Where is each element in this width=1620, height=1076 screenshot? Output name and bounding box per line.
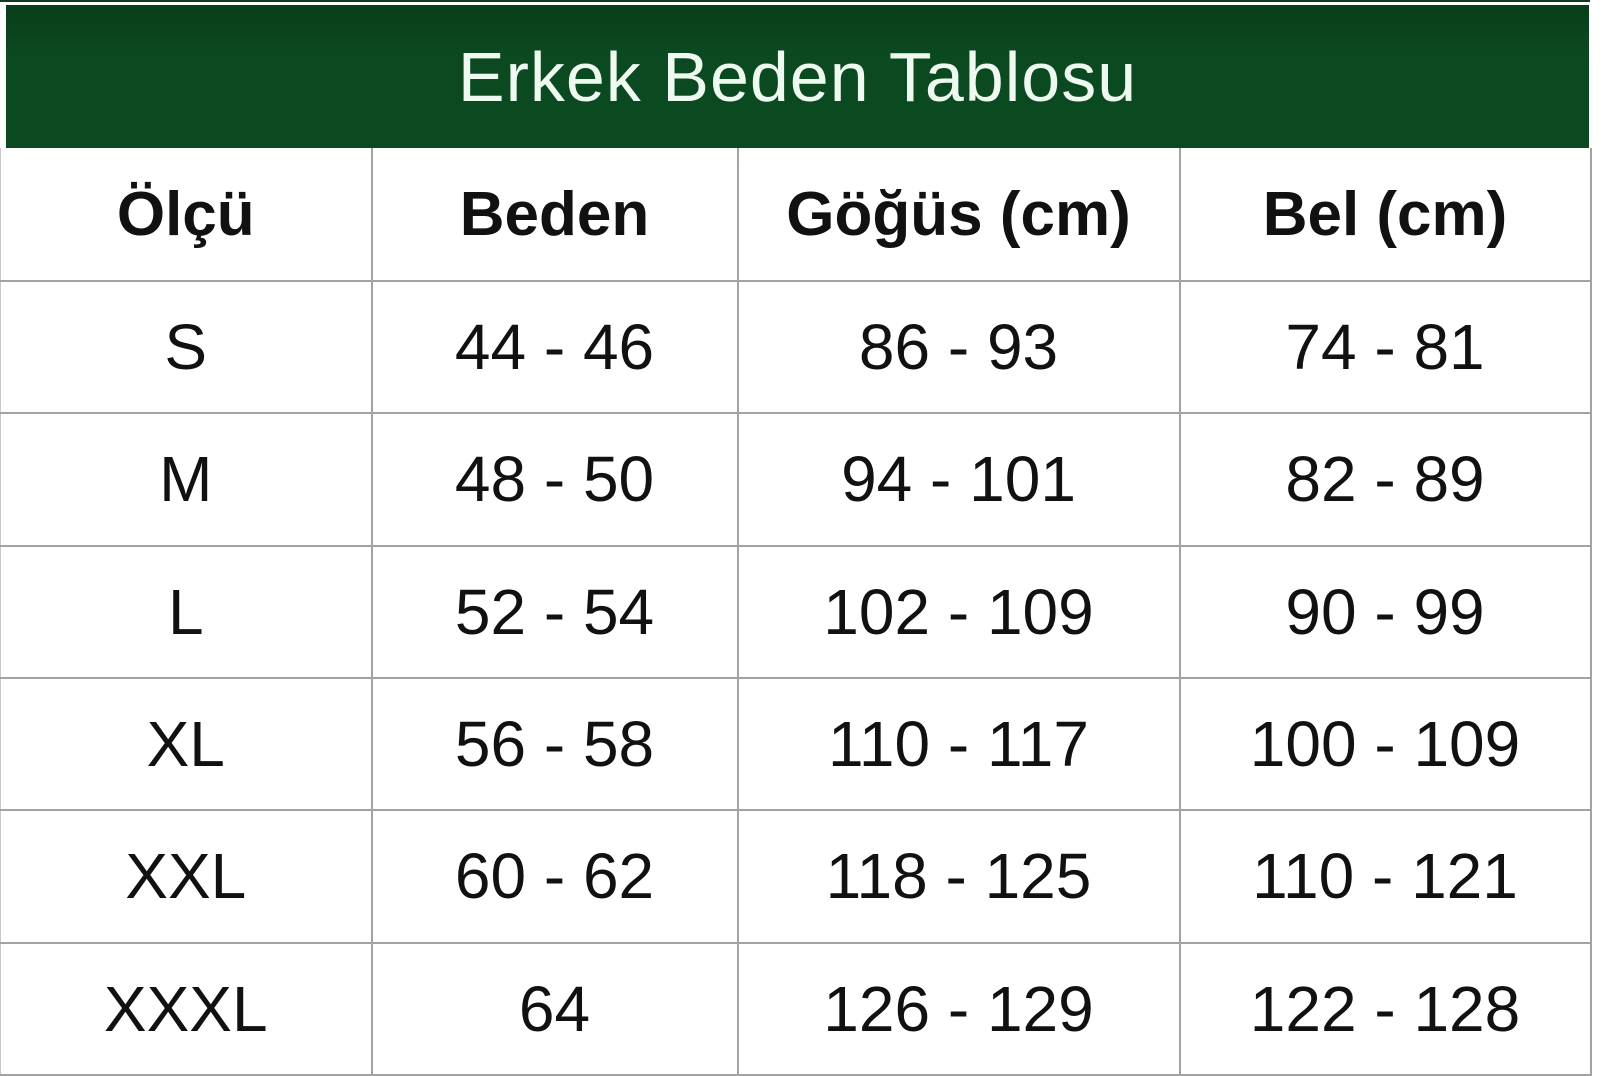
cell-beden: 60 - 62 [370, 809, 739, 944]
cell-bel: 90 - 99 [1178, 544, 1592, 679]
cell-size: XL [0, 676, 373, 812]
cell-bel: 110 - 121 [1178, 809, 1592, 944]
cell-bel: 74 - 81 [1178, 279, 1592, 415]
col-header-gogus: Göğüs (cm) [736, 148, 1181, 282]
cell-gogus: 94 - 101 [736, 412, 1181, 547]
header-row: Ölçü Beden Göğüs (cm) Bel (cm) [0, 148, 1592, 282]
col-header-beden: Beden [370, 148, 739, 282]
cell-gogus: 118 - 125 [736, 809, 1181, 944]
table-row-l: L 52 - 54 102 - 109 90 - 99 [0, 544, 1592, 679]
cell-size: M [0, 412, 373, 547]
cell-size: XXL [0, 809, 373, 944]
col-header-olcu: Ölçü [0, 148, 373, 282]
table-row-xxxl: XXXL 64 126 - 129 122 - 128 [0, 941, 1592, 1076]
cell-gogus: 110 - 117 [736, 676, 1181, 812]
col-header-bel: Bel (cm) [1178, 148, 1592, 282]
page-title: Erkek Beden Tablosu [457, 37, 1138, 116]
cell-gogus: 102 - 109 [736, 544, 1181, 679]
top-edge-line [0, 0, 1590, 2]
cell-bel: 122 - 128 [1178, 941, 1592, 1076]
cell-beden: 52 - 54 [370, 544, 739, 679]
cell-beden: 48 - 50 [370, 412, 739, 547]
cell-beden: 64 [370, 941, 739, 1076]
size-chart-table: Ölçü Beden Göğüs (cm) Bel (cm) S 44 - 46… [0, 148, 1592, 1076]
table-row-m: M 48 - 50 94 - 101 82 - 89 [0, 412, 1592, 547]
cell-size: S [0, 279, 373, 415]
table-row-xl: XL 56 - 58 110 - 117 100 - 109 [0, 676, 1592, 812]
cell-gogus: 126 - 129 [736, 941, 1181, 1076]
cell-size: XXXL [0, 941, 373, 1076]
cell-bel: 100 - 109 [1178, 676, 1592, 812]
cell-bel: 82 - 89 [1178, 412, 1592, 547]
cell-beden: 44 - 46 [370, 279, 739, 415]
table-row-xxl: XXL 60 - 62 118 - 125 110 - 121 [0, 809, 1592, 944]
cell-size: L [0, 544, 373, 679]
title-banner: Erkek Beden Tablosu [6, 5, 1589, 148]
cell-beden: 56 - 58 [370, 676, 739, 812]
table-row-s: S 44 - 46 86 - 93 74 - 81 [0, 279, 1592, 415]
cell-gogus: 86 - 93 [736, 279, 1181, 415]
